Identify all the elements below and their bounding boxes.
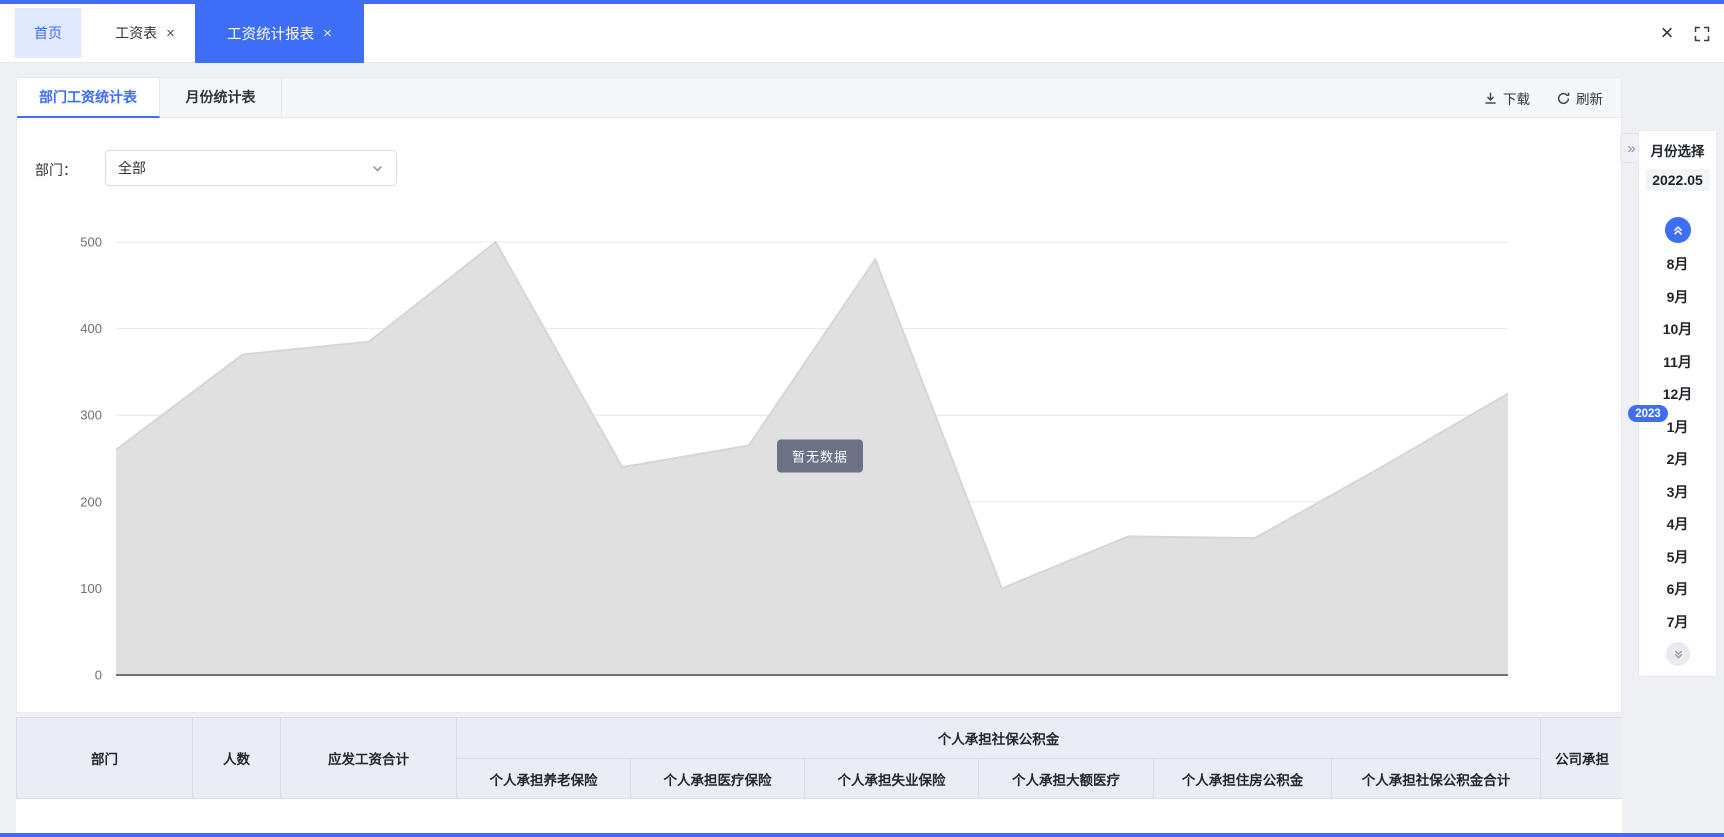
summary-table: 部门 人数 应发工资合计 个人承担社保公积金 公司承担 个人承担养老保险 个人承… bbox=[16, 717, 1622, 833]
svg-text:200: 200 bbox=[80, 494, 102, 509]
report-card: 部门工资统计表 月份统计表 下载 刷新 部门： 全部 bbox=[16, 77, 1622, 713]
department-filter-label: 部门： bbox=[35, 162, 77, 178]
tab-salary-sheet[interactable]: 工资表 × bbox=[97, 8, 193, 58]
fullscreen-icon[interactable] bbox=[1690, 22, 1714, 46]
refresh-button[interactable]: 刷新 bbox=[1556, 88, 1603, 108]
chevron-down-icon bbox=[373, 165, 382, 172]
collapse-panel-handle[interactable]: » bbox=[1620, 133, 1642, 163]
month-item[interactable]: 7月 bbox=[1666, 613, 1689, 630]
tab-salary-report[interactable]: 工资统计报表 × bbox=[195, 4, 364, 63]
month-panel-title: 月份选择 bbox=[1650, 144, 1705, 159]
bottom-accent-bar bbox=[0, 833, 1724, 837]
col-personal-medical: 个人承担医疗保险 bbox=[630, 758, 805, 799]
double-chevron-up-icon bbox=[1673, 225, 1683, 235]
download-label: 下载 bbox=[1503, 92, 1530, 107]
month-picker-panel: 月份选择 2022.05 8月 9月 10月 11月 12月 1月 2月 3月 4月 5月 6月 7月… bbox=[1628, 130, 1717, 677]
report-subtabs: 部门工资统计表 月份统计表 下载 刷新 bbox=[17, 78, 1621, 118]
double-chevron-down-icon bbox=[1674, 649, 1682, 659]
download-icon bbox=[1485, 92, 1496, 104]
subtab-month-stats[interactable]: 月份统计表 bbox=[160, 78, 282, 118]
scroll-up-button[interactable] bbox=[1665, 217, 1691, 243]
tab-salary-report-label: 工资统计报表 bbox=[227, 27, 315, 43]
close-tab-icon[interactable]: × bbox=[323, 25, 332, 42]
refresh-label: 刷新 bbox=[1576, 92, 1603, 107]
col-personal-total: 个人承担社保公积金合计 bbox=[1330, 758, 1542, 799]
subtab-department-stats[interactable]: 部门工资统计表 bbox=[17, 78, 160, 118]
col-headcount: 人数 bbox=[192, 717, 281, 799]
close-icon[interactable]: × bbox=[1660, 20, 1674, 45]
month-item[interactable]: 9月 bbox=[1666, 288, 1689, 305]
window-tab-bar: 首页 工资表 × 工资统计报表 × × bbox=[0, 4, 1724, 63]
svg-text:300: 300 bbox=[80, 408, 102, 423]
refresh-icon bbox=[1557, 92, 1570, 104]
scroll-down-button[interactable] bbox=[1666, 642, 1690, 666]
col-personal-unemployment: 个人承担失业保险 bbox=[804, 758, 979, 799]
department-select[interactable]: 全部 bbox=[105, 150, 397, 186]
department-select-value: 全部 bbox=[118, 160, 146, 176]
svg-text:100: 100 bbox=[80, 581, 102, 596]
month-item[interactable]: 1月 bbox=[1666, 418, 1689, 435]
col-company: 公司承担 bbox=[1540, 717, 1622, 799]
month-item[interactable]: 3月 bbox=[1666, 483, 1689, 500]
svg-text:0: 0 bbox=[95, 668, 102, 683]
month-item[interactable]: 2月 bbox=[1666, 451, 1689, 468]
tab-salary-sheet-label: 工资表 bbox=[115, 25, 158, 41]
col-dept: 部门 bbox=[16, 717, 193, 799]
col-group-personal: 个人承担社保公积金 bbox=[455, 717, 1542, 759]
col-personal-major-medical: 个人承担大额医疗 bbox=[978, 758, 1154, 799]
month-item[interactable]: 4月 bbox=[1666, 516, 1689, 533]
report-toolbar: 下载 刷新 bbox=[1483, 78, 1603, 118]
month-item[interactable]: 6月 bbox=[1666, 581, 1689, 598]
top-accent-bar bbox=[0, 0, 1724, 4]
no-data-badge: 暂无数据 bbox=[776, 439, 864, 473]
col-personal-housing-fund: 个人承担住房公积金 bbox=[1153, 758, 1332, 799]
svg-text:400: 400 bbox=[80, 321, 102, 336]
close-tab-icon[interactable]: × bbox=[166, 24, 175, 42]
month-item[interactable]: 10月 bbox=[1662, 321, 1693, 338]
month-list: 8月 9月 10月 11月 12月 1月 2月 3月 4月 5月 6月 7月 bbox=[1639, 248, 1716, 638]
tab-home-label: 首页 bbox=[34, 25, 62, 41]
month-item[interactable]: 12月 bbox=[1662, 386, 1693, 403]
svg-text:500: 500 bbox=[80, 235, 102, 250]
col-personal-pension: 个人承担养老保险 bbox=[456, 758, 631, 799]
year-badge: 2023 bbox=[1628, 405, 1668, 422]
month-item[interactable]: 11月 bbox=[1663, 353, 1692, 370]
month-item[interactable]: 8月 bbox=[1666, 256, 1689, 273]
month-item[interactable]: 5月 bbox=[1666, 548, 1689, 565]
selected-month: 2022.05 bbox=[1645, 169, 1710, 191]
col-salary-total: 应发工资合计 bbox=[280, 717, 457, 799]
download-button[interactable]: 下载 bbox=[1483, 88, 1530, 108]
tab-home[interactable]: 首页 bbox=[15, 8, 81, 58]
